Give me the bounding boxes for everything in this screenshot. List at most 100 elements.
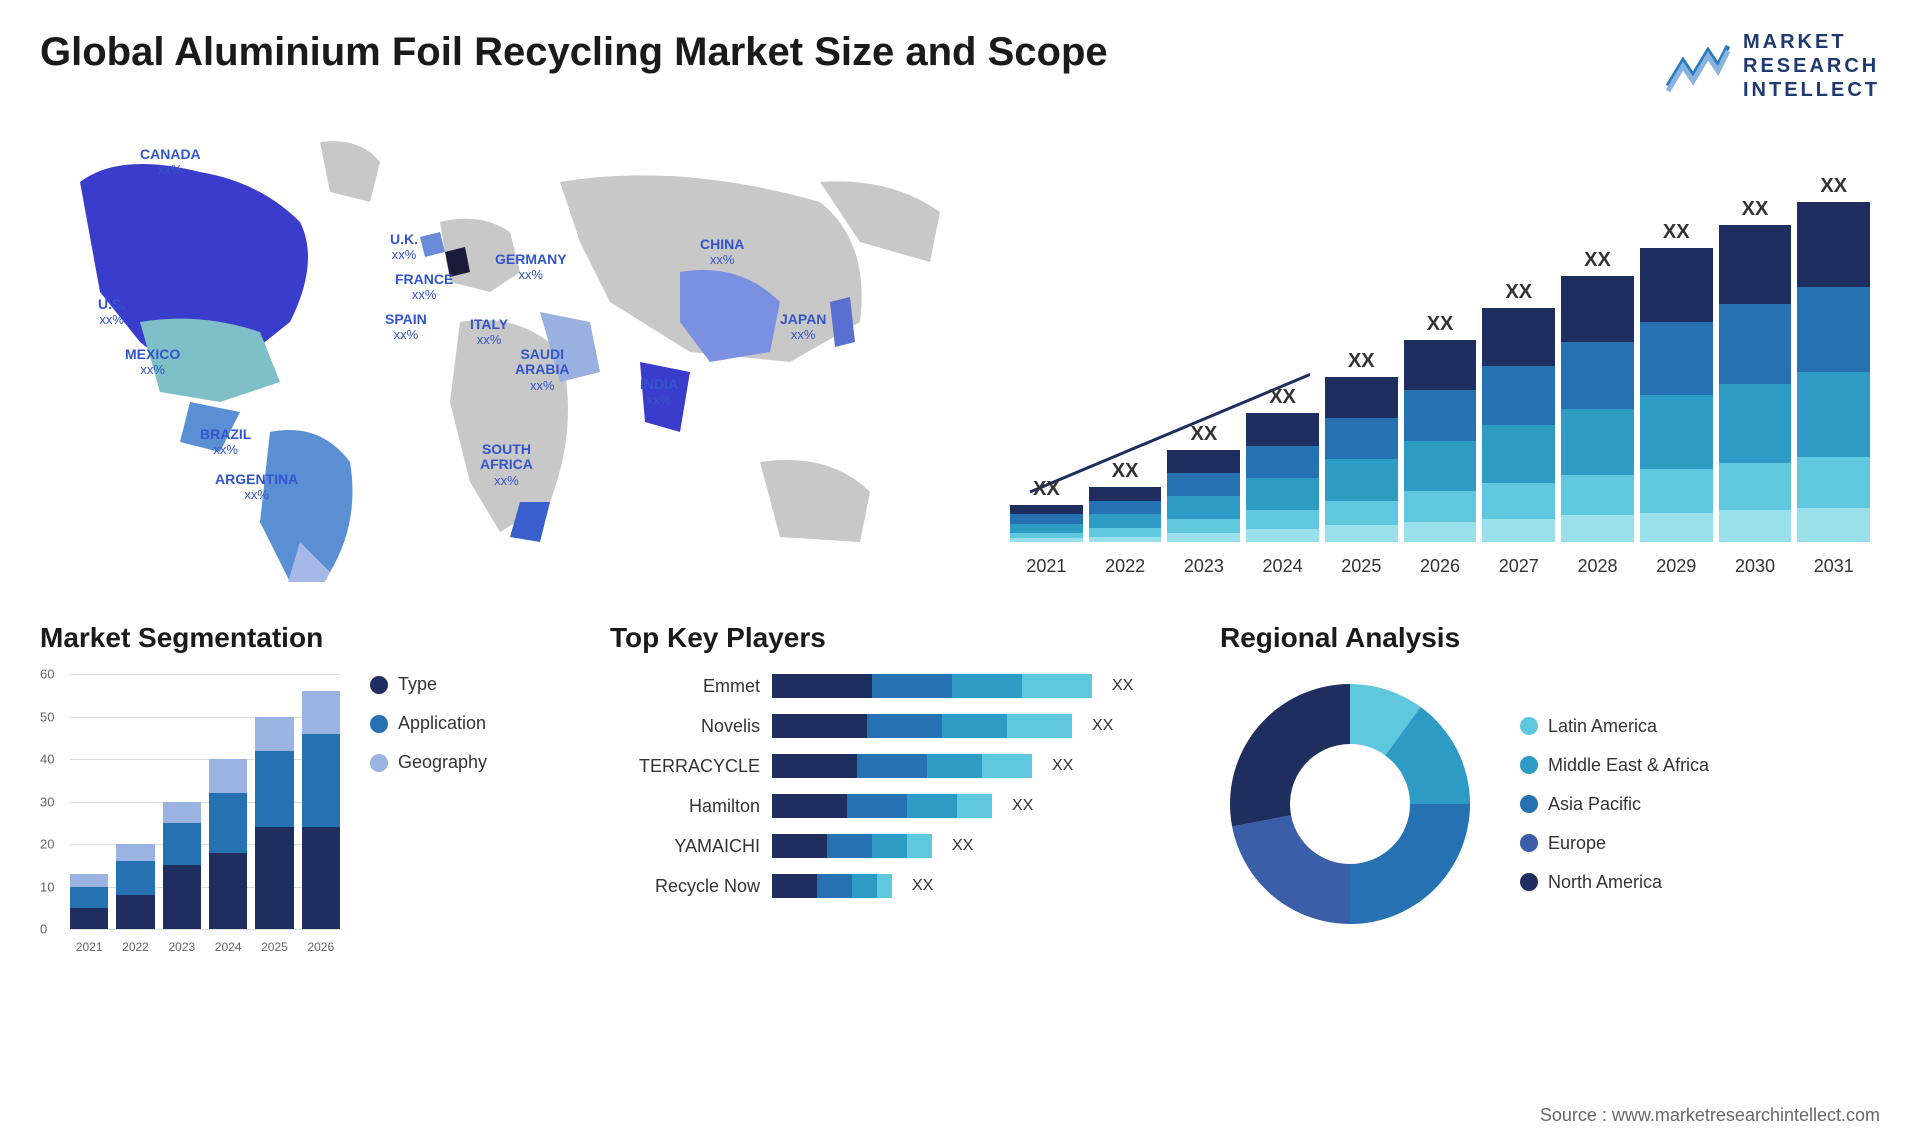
player-row: HamiltonXX — [610, 794, 1170, 818]
top-row: CANADAxx%U.S.xx%MEXICOxx%BRAZILxx%ARGENT… — [40, 122, 1880, 582]
bar-segment — [1640, 513, 1713, 542]
bar-column: XX — [1404, 313, 1477, 542]
player-segment — [872, 674, 952, 698]
bar-segment — [1561, 409, 1634, 476]
player-segment — [817, 874, 852, 898]
player-row: Recycle NowXX — [610, 874, 1170, 898]
segmentation-legend: TypeApplicationGeography — [370, 674, 487, 954]
bar-stack — [1089, 487, 1162, 542]
world-map: CANADAxx%U.S.xx%MEXICOxx%BRAZILxx%ARGENT… — [40, 122, 960, 582]
seg-segment — [209, 793, 247, 853]
bar-segment — [1561, 515, 1634, 542]
bar-segment — [1719, 463, 1792, 511]
bar-year-label: 2029 — [1640, 556, 1713, 577]
bar-segment — [1325, 525, 1398, 542]
map-label: ARGENTINAxx% — [215, 472, 298, 503]
seg-year-label: 2026 — [302, 940, 340, 954]
player-segment — [827, 834, 872, 858]
player-segment — [907, 834, 932, 858]
bar-segment — [1797, 202, 1870, 287]
player-bar — [772, 834, 932, 858]
bar-segment — [1010, 538, 1083, 542]
player-segment — [852, 874, 877, 898]
legend-dot — [1520, 873, 1538, 891]
y-axis-label: 0 — [40, 922, 47, 937]
bar-value-label: XX — [1427, 313, 1454, 336]
legend-item: Application — [370, 713, 487, 734]
seg-segment — [116, 861, 154, 895]
player-segment — [927, 754, 982, 778]
bar-value-label: XX — [1505, 281, 1532, 304]
player-segment — [957, 794, 992, 818]
player-value-label: XX — [1112, 677, 1133, 695]
player-segment — [772, 794, 847, 818]
bar-column: XX — [1325, 350, 1398, 542]
seg-segment — [209, 853, 247, 930]
map-label: FRANCExx% — [395, 272, 453, 303]
bar-year-label: 2024 — [1246, 556, 1319, 577]
segmentation-title: Market Segmentation — [40, 622, 560, 654]
bar-segment — [1325, 418, 1398, 459]
bar-segment — [1246, 510, 1319, 529]
player-segment — [1022, 674, 1092, 698]
bar-value-label: XX — [1584, 249, 1611, 272]
bar-segment — [1797, 372, 1870, 457]
legend-dot — [1520, 717, 1538, 735]
bar-segment — [1482, 366, 1555, 425]
player-row: TERRACYCLEXX — [610, 754, 1170, 778]
seg-column — [302, 691, 340, 929]
seg-year-label: 2024 — [209, 940, 247, 954]
map-label: GERMANYxx% — [495, 252, 567, 283]
legend-item: Latin America — [1520, 716, 1709, 737]
player-segment — [877, 874, 892, 898]
bar-stack — [1325, 377, 1398, 542]
bar-year-label: 2031 — [1797, 556, 1870, 577]
bar-year-label: 2022 — [1089, 556, 1162, 577]
bar-stack — [1010, 505, 1083, 542]
bar-segment — [1167, 519, 1240, 533]
bar-segment — [1404, 340, 1477, 391]
logo-line3: INTELLECT — [1743, 78, 1880, 102]
player-segment — [942, 714, 1007, 738]
seg-segment — [116, 895, 154, 929]
bar-value-label: XX — [1269, 386, 1296, 409]
player-row: NovelisXX — [610, 714, 1170, 738]
bar-stack — [1719, 225, 1792, 542]
legend-item: Europe — [1520, 833, 1709, 854]
seg-segment — [163, 865, 201, 929]
logo-line2: RESEARCH — [1743, 54, 1880, 78]
players-title: Top Key Players — [610, 622, 1170, 654]
map-label: MEXICOxx% — [125, 347, 180, 378]
segmentation-chart: 0102030405060202120222023202420252026 Ty… — [40, 674, 560, 954]
seg-segment — [70, 908, 108, 929]
donut-slice — [1230, 684, 1350, 826]
bar-segment — [1797, 287, 1870, 372]
bar-stack — [1246, 413, 1319, 542]
bar-column: XX — [1640, 221, 1713, 542]
player-name: YAMAICHI — [610, 836, 760, 857]
seg-year-label: 2025 — [255, 940, 293, 954]
player-name: Emmet — [610, 676, 760, 697]
player-value-label: XX — [1052, 757, 1073, 775]
seg-segment — [302, 827, 340, 929]
bar-column: XX — [1482, 281, 1555, 542]
donut-slice — [1350, 804, 1470, 924]
player-segment — [772, 874, 817, 898]
bar-segment — [1246, 446, 1319, 478]
y-axis-label: 40 — [40, 752, 54, 767]
bar-segment — [1719, 304, 1792, 383]
page-title: Global Aluminium Foil Recycling Market S… — [40, 30, 1108, 75]
bar-year-label: 2030 — [1719, 556, 1792, 577]
bar-segment — [1719, 225, 1792, 304]
legend-dot — [1520, 756, 1538, 774]
bar-segment — [1167, 450, 1240, 473]
player-segment — [907, 794, 957, 818]
bar-segment — [1246, 529, 1319, 542]
players-chart: EmmetXXNovelisXXTERRACYCLEXXHamiltonXXYA… — [610, 674, 1170, 898]
bar-segment — [1561, 276, 1634, 343]
legend-dot — [370, 754, 388, 772]
player-name: Hamilton — [610, 796, 760, 817]
bar-segment — [1246, 413, 1319, 445]
player-bar — [772, 794, 992, 818]
map-label: SOUTHAFRICAxx% — [480, 442, 533, 488]
